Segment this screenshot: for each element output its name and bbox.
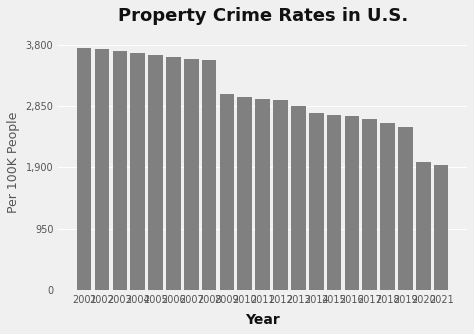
Bar bbox=[255, 99, 270, 290]
Bar bbox=[273, 100, 288, 290]
Bar bbox=[219, 94, 234, 290]
Title: Property Crime Rates in U.S.: Property Crime Rates in U.S. bbox=[118, 7, 408, 25]
Bar bbox=[398, 127, 413, 290]
Bar bbox=[416, 162, 430, 290]
Y-axis label: Per 100K People: Per 100K People bbox=[7, 112, 20, 213]
Bar bbox=[434, 165, 448, 290]
X-axis label: Year: Year bbox=[245, 313, 280, 327]
Bar bbox=[77, 48, 91, 290]
Bar bbox=[184, 59, 199, 290]
Bar bbox=[130, 53, 145, 290]
Bar bbox=[148, 55, 163, 290]
Bar bbox=[380, 123, 395, 290]
Bar bbox=[309, 113, 324, 290]
Bar bbox=[327, 115, 341, 290]
Bar bbox=[166, 57, 181, 290]
Bar bbox=[202, 60, 217, 290]
Bar bbox=[112, 51, 127, 290]
Bar bbox=[363, 119, 377, 290]
Bar bbox=[345, 116, 359, 290]
Bar bbox=[237, 97, 252, 290]
Bar bbox=[291, 107, 306, 290]
Bar bbox=[95, 49, 109, 290]
